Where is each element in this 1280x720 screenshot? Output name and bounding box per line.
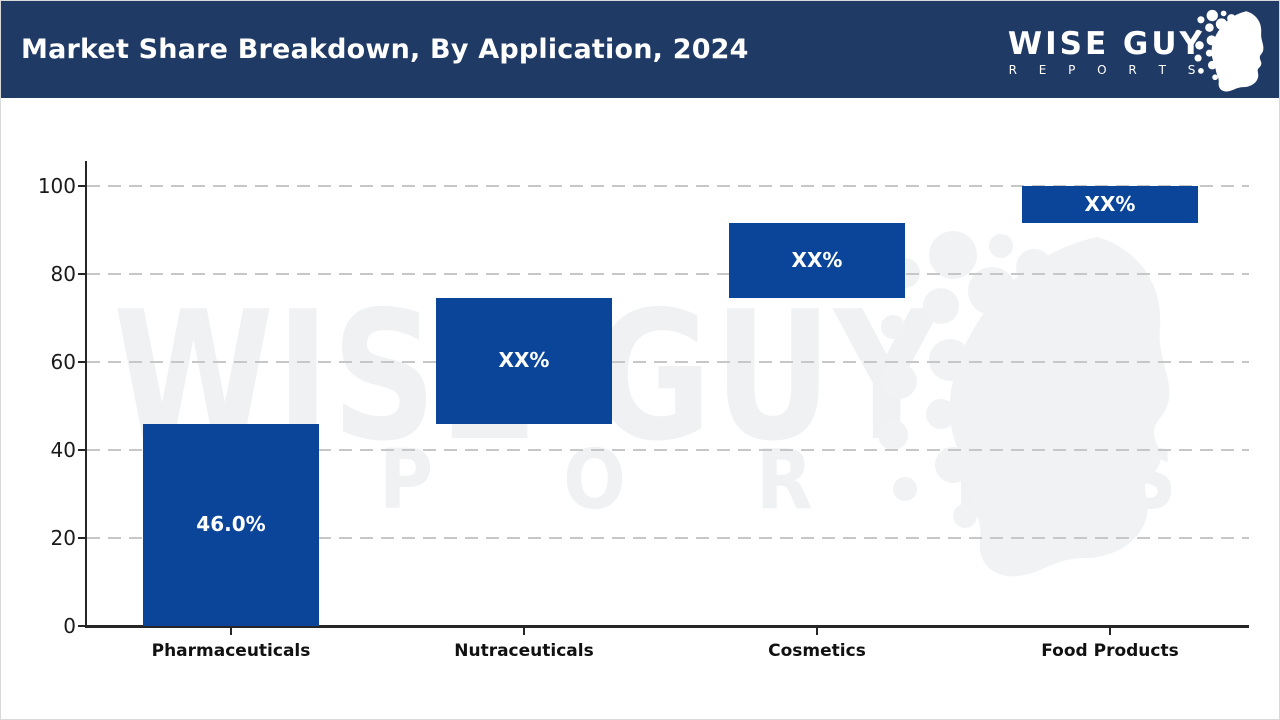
y-axis-label-60: 60 (50, 350, 76, 374)
bar-food-products: XX% (1022, 186, 1198, 224)
bar-cosmetics: XX% (729, 223, 905, 299)
bar-nutraceuticals: XX% (436, 298, 612, 424)
x-axis-tick-cosmetics (816, 626, 818, 635)
x-axis-label-food-products: Food Products (1041, 641, 1179, 661)
logo-wordmark: WISE GUY (1007, 25, 1205, 62)
y-axis-label-40: 40 (50, 438, 76, 462)
y-axis-label-100: 100 (37, 174, 76, 198)
x-axis-label-nutraceuticals: Nutraceuticals (454, 641, 594, 661)
bar-label-nutraceuticals: XX% (498, 347, 550, 372)
wiseguy-logo-text: WISE GUY R E P O R T S (1008, 26, 1205, 77)
bar-label-pharmaceuticals: 46.0% (196, 511, 266, 536)
y-axis-tick-20 (78, 537, 86, 539)
y-axis-tick-60 (78, 361, 86, 363)
x-axis-tick-nutraceuticals (523, 626, 525, 635)
gridline-100 (87, 185, 1249, 187)
x-axis-tick-food-products (1109, 626, 1111, 635)
y-axis-label-20: 20 (50, 526, 76, 550)
report-header: Market Share Breakdown, By Application, … (1, 1, 1279, 98)
bar-pharmaceuticals: 46.0% (143, 423, 319, 626)
gridline-80 (87, 273, 1249, 275)
gridline-20 (87, 537, 1249, 539)
logo-subtitle: R E P O R T S (1008, 62, 1205, 77)
wiseguy-face-icon (1194, 9, 1264, 92)
gridline-60 (87, 361, 1249, 363)
y-axis-label-80: 80 (50, 262, 76, 286)
bar-label-cosmetics: XX% (791, 247, 843, 272)
x-axis-line (85, 625, 1249, 628)
wiseguy-logo: WISE GUY R E P O R T S (1008, 7, 1269, 95)
x-axis-label-pharmaceuticals: Pharmaceuticals (151, 641, 311, 661)
y-axis-tick-0 (78, 625, 86, 627)
y-axis-tick-40 (78, 449, 86, 451)
y-axis-label-0: 0 (63, 614, 76, 638)
x-axis-tick-pharmaceuticals (230, 626, 232, 635)
y-axis-tick-80 (78, 273, 86, 275)
bar-label-food-products: XX% (1084, 191, 1136, 216)
y-axis-line (85, 161, 87, 626)
y-axis-tick-100 (78, 185, 86, 187)
gridline-40 (87, 449, 1249, 451)
page-title: Market Share Breakdown, By Application, … (21, 34, 749, 65)
x-axis-label-cosmetics: Cosmetics (768, 641, 866, 661)
